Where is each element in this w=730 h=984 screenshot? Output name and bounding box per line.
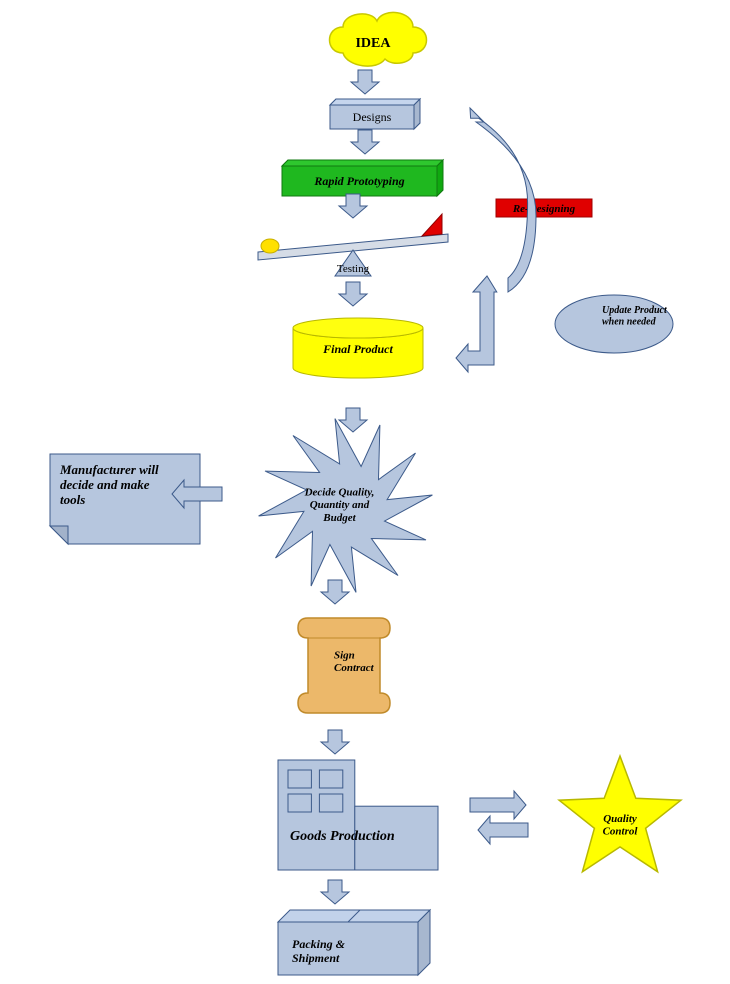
node-testing: Testing — [258, 214, 448, 276]
node-packing: Packing &Shipment — [278, 910, 430, 975]
node-idea: IDEA — [330, 12, 427, 66]
svg-text:IDEA: IDEA — [355, 36, 391, 51]
svg-text:Packing &Shipment: Packing &Shipment — [292, 937, 346, 965]
node-decide: Decide Quality,Quantity andBudget — [259, 419, 433, 593]
arrow — [321, 880, 349, 904]
node-label-designs: Designs — [330, 99, 420, 129]
arrow — [339, 282, 367, 306]
svg-text:Testing: Testing — [337, 263, 370, 275]
node-sign-contract: SignContract — [298, 618, 390, 713]
node-redesign: Re-Designing — [496, 199, 592, 217]
arrow — [321, 580, 349, 604]
flowchart-canvas: IDEA Designs Rapid Prototyping Testing Final… — [0, 0, 730, 984]
arrow — [351, 130, 379, 154]
node-final-product: Final Product — [293, 318, 423, 378]
arrow — [321, 730, 349, 754]
svg-text:Designs: Designs — [353, 110, 392, 124]
arrow — [339, 408, 367, 432]
arrow — [351, 70, 379, 94]
node-quality-control: QualityControl — [559, 756, 681, 872]
svg-text:Final Product: Final Product — [322, 342, 393, 356]
svg-text:QualityControl: QualityControl — [603, 813, 639, 838]
svg-text:Re-Designing: Re-Designing — [512, 203, 576, 215]
arrow — [478, 816, 528, 844]
svg-text:Goods Production: Goods Production — [290, 829, 395, 844]
node-goods-production: Goods Production — [278, 760, 438, 870]
node-update: Update Productwhen needed — [555, 295, 673, 353]
arrow — [470, 791, 526, 819]
arrow — [339, 194, 367, 218]
svg-text:Rapid Prototyping: Rapid Prototyping — [313, 174, 404, 188]
arrow-update-loop — [456, 276, 497, 372]
node-label-prototype: Rapid Prototyping — [282, 160, 443, 196]
